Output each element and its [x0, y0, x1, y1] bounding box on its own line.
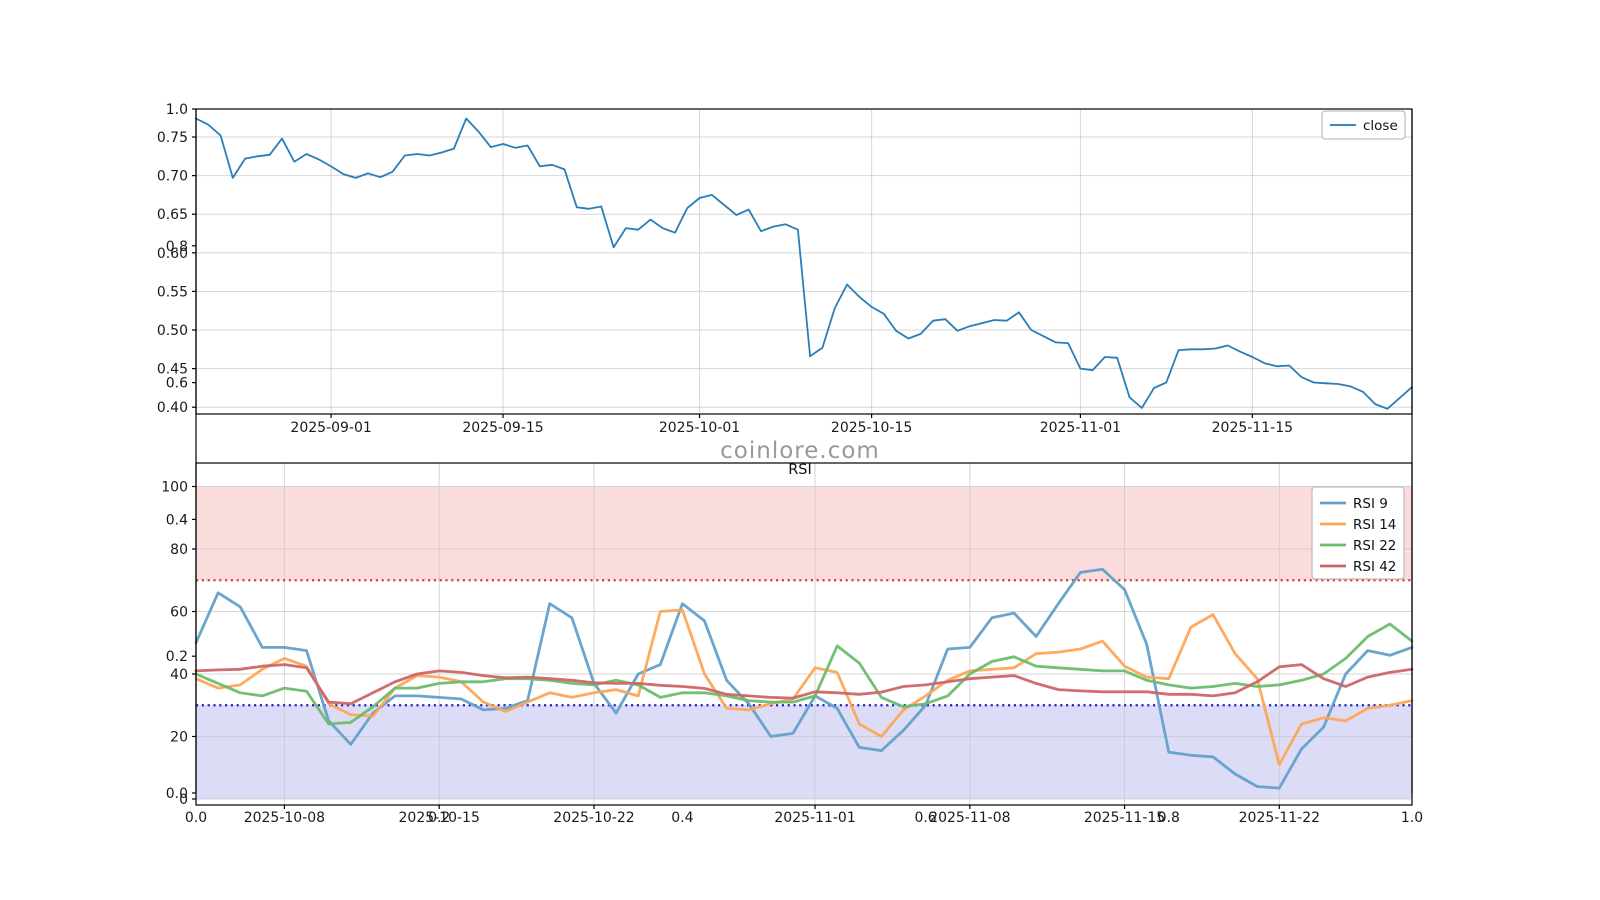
- tick-label: RSI 22: [1353, 538, 1396, 554]
- tick-label: 1.0: [1401, 810, 1423, 826]
- rsi-legend-box: [1311, 486, 1405, 580]
- tick-label: 2025-09-15: [462, 420, 543, 436]
- tick-label: 0.8: [166, 239, 188, 255]
- series-rsi-9: [194, 567, 1414, 790]
- tick-label: 2025-11-01: [1040, 420, 1121, 436]
- tick-label: 0.6: [914, 810, 936, 826]
- tick-label: 2025-11-15: [1212, 420, 1293, 436]
- tick-label: 2025-10-15: [399, 810, 480, 826]
- series-rsi-42: [194, 663, 1414, 706]
- tick-label: 2025-11-22: [1239, 810, 1320, 826]
- tick-label: 20: [170, 730, 188, 746]
- series-rsi-22: [194, 622, 1414, 726]
- tick-label: 0.0: [166, 786, 188, 802]
- tick-label: 0.65: [157, 207, 188, 223]
- tick-label: 0.6: [166, 376, 188, 392]
- tick-label: 0.4: [166, 512, 188, 528]
- tick-label: 2025-10-22: [553, 810, 634, 826]
- tick-label: 0.0: [185, 810, 207, 826]
- tick-label: 2025-10-15: [831, 420, 912, 436]
- tick-label: 0.75: [157, 130, 188, 146]
- tick-label: RSI 14: [1353, 517, 1396, 533]
- tick-label: 100: [161, 480, 188, 496]
- rsi-band: [196, 705, 1412, 799]
- tick-label: 2025-10-01: [659, 420, 740, 436]
- tick-label: RSI 42: [1353, 559, 1396, 575]
- tick-label: 0.60: [157, 246, 188, 262]
- tick-label: 2025-09-01: [290, 420, 371, 436]
- tick-label: 0: [179, 792, 188, 808]
- series-rsi-14: [194, 608, 1414, 766]
- tick-label: 0.8: [1158, 810, 1180, 826]
- rsi-legend: RSI 9 RSI 14 RSI 22 RSI 42: [1311, 486, 1405, 580]
- tick-label: 0.2: [428, 810, 450, 826]
- rsi-chart: 100 80 60 40 20 0 2025-10-08 2025-10-15 2025-10-…: [161, 462, 1414, 826]
- tick-label: 0.4: [671, 810, 693, 826]
- price-legend-box: [1321, 110, 1406, 140]
- tick-label: 0.55: [157, 284, 188, 300]
- price-legend: close: [1321, 110, 1406, 140]
- tick-label: 0.70: [157, 169, 188, 185]
- tick-label: RSI 9: [1353, 496, 1388, 512]
- tick-label: 2025-11-08: [929, 810, 1010, 826]
- tick-label: 0.2: [166, 649, 188, 665]
- series-close: [195, 117, 1413, 410]
- tick-label: 1.0: [166, 102, 188, 118]
- tick-label: 2025-10-08: [244, 810, 325, 826]
- tick-label: 0.50: [157, 323, 188, 339]
- overlay-axis: 1.0 0.8 0.6 0.4 0.2 0.0 0.0 0.2 0.4 0.6 0.8 1.0: [166, 102, 1423, 826]
- rsi-band: [196, 486, 1412, 581]
- tick-label: close: [1363, 118, 1398, 134]
- tick-label: 2025-11-01: [774, 810, 855, 826]
- tick-label: 2025-11-15: [1084, 810, 1165, 826]
- tick-label: 0.45: [157, 362, 188, 378]
- price-chart: 0.75 0.70 0.65 0.60 0.55 0.50 0.45 0.40 2025-09-…: [157, 108, 1413, 436]
- tick-label: 60: [170, 605, 188, 621]
- tick-label: 0.40: [157, 400, 188, 416]
- tick-label: 80: [170, 542, 188, 558]
- tick-label: 40: [170, 667, 188, 683]
